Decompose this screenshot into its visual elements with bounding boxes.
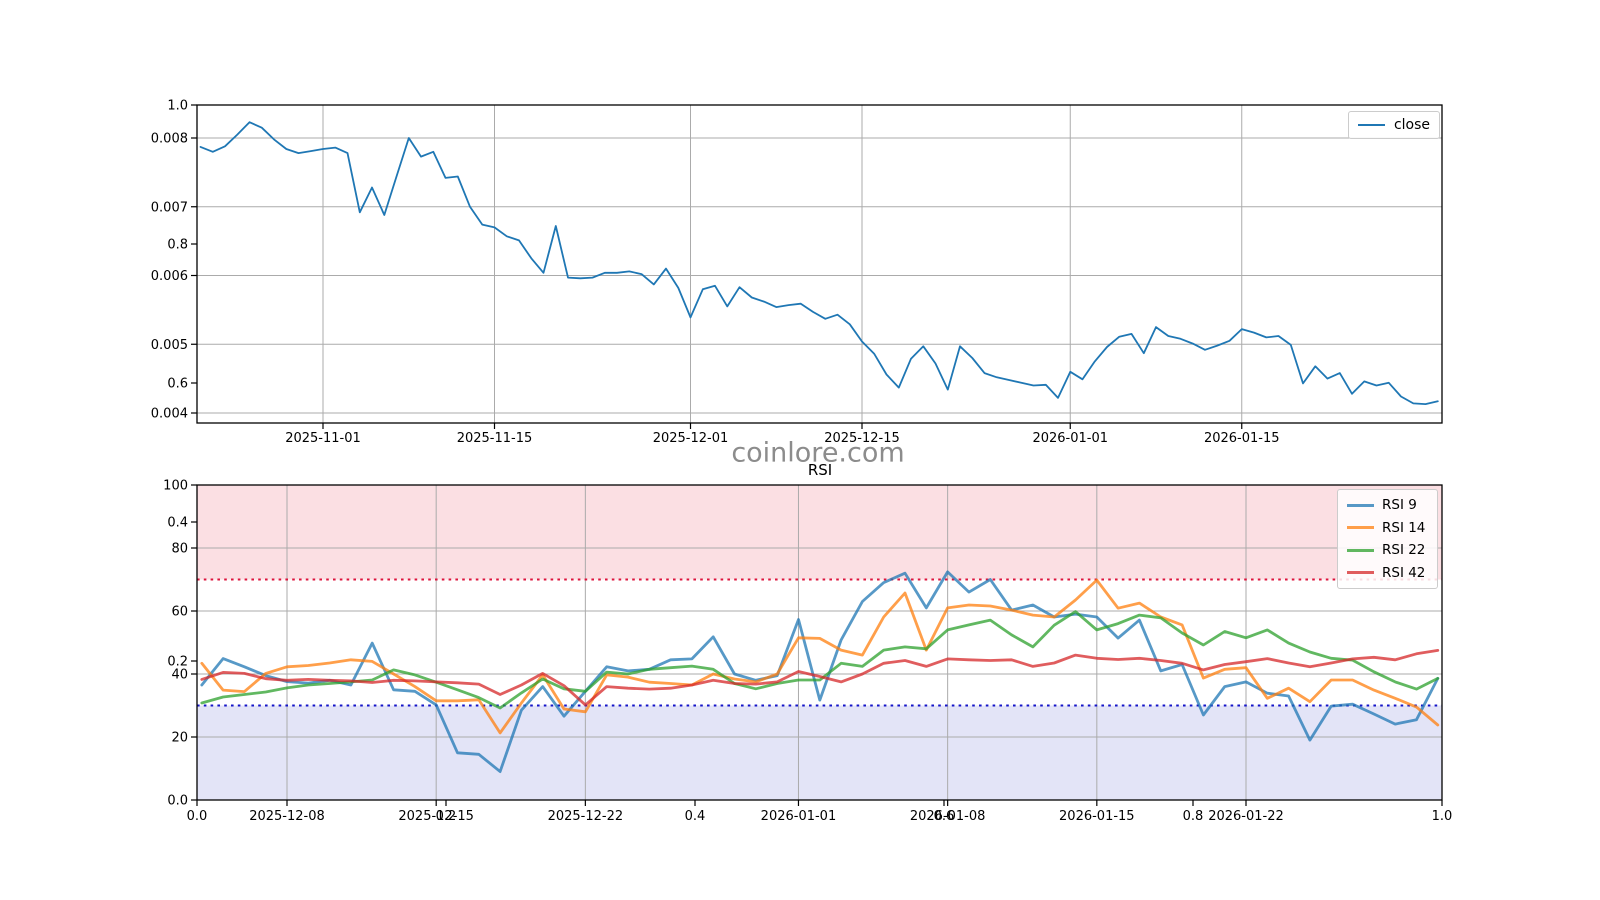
price-x-tick-label: 2025-11-01 — [285, 431, 361, 446]
rsi-y-tick-label: 100 — [163, 479, 188, 494]
rsi-legend-row: RSI 42 — [1347, 565, 1428, 581]
rsi-legend-swatch — [1347, 548, 1374, 552]
rsi-x-tick-label: 2026-01-15 — [1059, 809, 1135, 824]
price-y-tick-label: 0.005 — [151, 338, 188, 353]
close-legend-label: close — [1393, 117, 1430, 133]
figure-x-tick-label: 0.0 — [187, 809, 208, 824]
rsi-4-line — [200, 649, 1440, 707]
figure-y-tick-label: 0.2 — [167, 655, 188, 670]
rsi-x-tick-label: 2025-12-08 — [249, 809, 325, 824]
price-axes-frame — [196, 104, 1443, 424]
rsi-legend-swatch — [1347, 503, 1374, 507]
rsi-2-line — [200, 578, 1440, 735]
rsi-y-tick-label: 80 — [171, 542, 188, 557]
rsi-legend-row: RSI 9 — [1347, 497, 1428, 513]
price-y-tick-label: 0.006 — [151, 269, 188, 284]
rsi-x-tick-label: 2026-01-22 — [1208, 809, 1284, 824]
figure-y-tick-label: 0.6 — [167, 377, 188, 392]
rsi-x-tick-label: 2025-12-15 — [398, 809, 474, 824]
rsi-x-tick-label: 2026-01-08 — [910, 809, 986, 824]
rsi-subplot-title: RSI — [807, 461, 833, 479]
close-line-swatch — [1358, 124, 1385, 126]
price-x-tick-label: 2026-01-01 — [1032, 431, 1108, 446]
figure-x-tick-label: 0.2 — [436, 809, 457, 824]
figure-y-tick-label: 1.0 — [167, 99, 188, 114]
rsi-x-tick-label: 2025-12-22 — [548, 809, 624, 824]
rsi-y-tick-label: 40 — [171, 668, 188, 683]
rsi-legend: RSI 9 RSI 14 RSI 22 RSI 42 — [1337, 489, 1438, 589]
price-legend: close — [1348, 111, 1440, 139]
rsi-legend-swatch — [1347, 526, 1374, 529]
close-line — [199, 121, 1439, 406]
overbought-band — [197, 485, 1442, 580]
price-x-tick-label: 2026-01-15 — [1204, 431, 1280, 446]
rsi-1-line — [200, 570, 1440, 773]
price-x-tick-label: 2025-11-15 — [457, 431, 533, 446]
rsi-legend-label: RSI 42 — [1382, 564, 1426, 581]
price-x-tick-label: 2025-12-15 — [824, 431, 900, 446]
figure-x-tick-label: 1.0 — [1432, 809, 1453, 824]
rsi-legend-row: RSI 22 — [1347, 542, 1428, 558]
price-y-tick-label: 0.007 — [151, 200, 188, 215]
rsi-legend-label: RSI 14 — [1382, 519, 1426, 536]
rsi-axes-frame — [196, 484, 1443, 801]
rsi-y-tick-label: 20 — [171, 731, 188, 746]
figure-x-tick-label: 0.8 — [1183, 809, 1204, 824]
price-x-tick-label: 2025-12-01 — [653, 431, 729, 446]
rsi-legend-label: RSI 22 — [1382, 542, 1426, 558]
figure-y-tick-label: 0.0 — [167, 794, 188, 809]
figure-y-tick-label: 0.4 — [167, 516, 188, 531]
rsi-legend-label: RSI 9 — [1382, 497, 1417, 513]
figure-x-tick-label: 0.6 — [934, 809, 955, 824]
rsi-3-line — [200, 610, 1440, 710]
figure-x-tick-label: 0.4 — [685, 809, 706, 824]
price-y-tick-label: 0.004 — [151, 407, 188, 422]
rsi-legend-swatch — [1347, 571, 1374, 574]
price-y-tick-label: 0.008 — [151, 132, 188, 147]
rsi-legend-row: RSI 14 — [1347, 520, 1428, 536]
watermark: coinlore.com — [731, 437, 905, 469]
oversold-band — [197, 705, 1442, 800]
rsi-x-tick-label: 2026-01-01 — [761, 809, 837, 824]
figure-y-tick-label: 0.8 — [167, 238, 188, 253]
rsi-y-tick-label: 60 — [171, 605, 188, 620]
